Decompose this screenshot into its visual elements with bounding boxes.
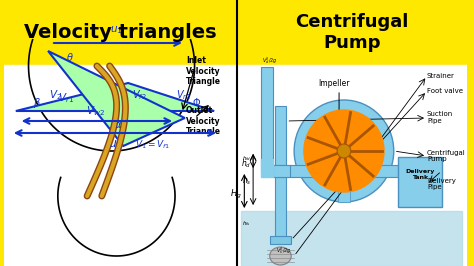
Text: $V_2$: $V_2$ bbox=[49, 88, 62, 102]
Circle shape bbox=[304, 110, 384, 192]
Text: Foot valve: Foot valve bbox=[427, 88, 463, 94]
Text: Delivery
Tank: Delivery Tank bbox=[405, 169, 434, 180]
Polygon shape bbox=[48, 51, 185, 146]
Text: $\alpha$: $\alpha$ bbox=[114, 120, 123, 130]
Bar bbox=[270, 236, 291, 244]
Text: Velocity triangles: Velocity triangles bbox=[24, 23, 217, 42]
Text: $V_1 = V_{f1}$: $V_1 = V_{f1}$ bbox=[135, 139, 170, 151]
Text: $h_{fd}$: $h_{fd}$ bbox=[242, 154, 251, 163]
Text: $u_1$: $u_1$ bbox=[110, 24, 123, 36]
Text: $\beta$: $\beta$ bbox=[33, 96, 41, 110]
Text: $H_g$: $H_g$ bbox=[229, 188, 241, 201]
Text: $V_s^2/2g$: $V_s^2/2g$ bbox=[275, 245, 291, 256]
Text: $h_d$: $h_d$ bbox=[241, 158, 251, 170]
Bar bbox=[261, 159, 273, 177]
Circle shape bbox=[294, 100, 394, 202]
Text: Delivery
Pipe: Delivery Pipe bbox=[427, 177, 456, 190]
Text: Centrifugal
Pump: Centrifugal Pump bbox=[295, 13, 409, 52]
Circle shape bbox=[337, 144, 351, 158]
Text: $h_s$: $h_s$ bbox=[242, 175, 251, 187]
Bar bbox=[273, 165, 290, 177]
Text: $\Phi$: $\Phi$ bbox=[192, 96, 201, 108]
Bar bbox=[274, 106, 286, 238]
Text: $V_{r1}$: $V_{r1}$ bbox=[58, 92, 74, 105]
Text: $V_{r2}$: $V_{r2}$ bbox=[176, 88, 191, 102]
Text: Outlet
Velocity
Triangle: Outlet Velocity Triangle bbox=[186, 106, 221, 136]
Text: $V_d^2/2g$: $V_d^2/2g$ bbox=[262, 55, 277, 66]
Text: Centrifugal
Pump: Centrifugal Pump bbox=[427, 149, 466, 163]
Bar bbox=[338, 142, 350, 202]
Text: Inlet
Velocity
Triangle: Inlet Velocity Triangle bbox=[186, 56, 221, 86]
Bar bbox=[4, 65, 237, 266]
Polygon shape bbox=[16, 83, 214, 111]
Ellipse shape bbox=[270, 247, 291, 265]
Text: $V_{f2}$: $V_{f2}$ bbox=[132, 88, 146, 102]
Bar bbox=[261, 67, 273, 171]
Bar bbox=[398, 157, 442, 207]
Text: $h_{fs}$: $h_{fs}$ bbox=[242, 219, 251, 228]
Bar bbox=[241, 211, 462, 266]
Bar bbox=[237, 65, 467, 266]
Text: Suction
Pipe: Suction Pipe bbox=[427, 111, 453, 124]
Bar bbox=[273, 165, 398, 177]
Text: $u_2$: $u_2$ bbox=[108, 139, 122, 152]
Text: $\theta$: $\theta$ bbox=[66, 51, 73, 63]
Text: $V_{w2}$: $V_{w2}$ bbox=[86, 104, 105, 118]
Text: Impeller: Impeller bbox=[319, 79, 350, 88]
Text: Strainer: Strainer bbox=[427, 73, 455, 79]
